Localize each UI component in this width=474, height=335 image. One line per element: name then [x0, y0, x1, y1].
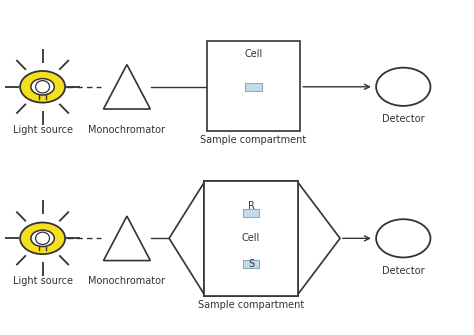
Polygon shape	[169, 182, 340, 294]
Text: Light source: Light source	[13, 276, 73, 286]
Bar	[204, 181, 298, 296]
Text: S: S	[248, 259, 254, 269]
Text: Detector: Detector	[382, 266, 425, 276]
Circle shape	[376, 68, 430, 106]
Text: Detector: Detector	[382, 114, 425, 124]
Bar	[207, 41, 300, 131]
Bar	[243, 260, 259, 268]
Bar	[245, 83, 262, 91]
Text: R: R	[247, 201, 255, 211]
Text: Sample compartment: Sample compartment	[198, 300, 304, 310]
Bar	[204, 181, 298, 296]
Text: Cell: Cell	[244, 49, 263, 59]
Circle shape	[20, 71, 65, 103]
Polygon shape	[103, 65, 150, 109]
Circle shape	[31, 230, 55, 247]
Text: Light source: Light source	[13, 125, 73, 135]
Text: Sample compartment: Sample compartment	[201, 135, 307, 145]
Text: Monochromator: Monochromator	[89, 276, 165, 286]
Bar	[243, 209, 259, 217]
Text: Monochromator: Monochromator	[89, 125, 165, 135]
Text: Cell: Cell	[242, 233, 260, 243]
Circle shape	[376, 219, 430, 257]
Circle shape	[20, 222, 65, 254]
Circle shape	[31, 79, 55, 95]
Polygon shape	[103, 216, 150, 261]
